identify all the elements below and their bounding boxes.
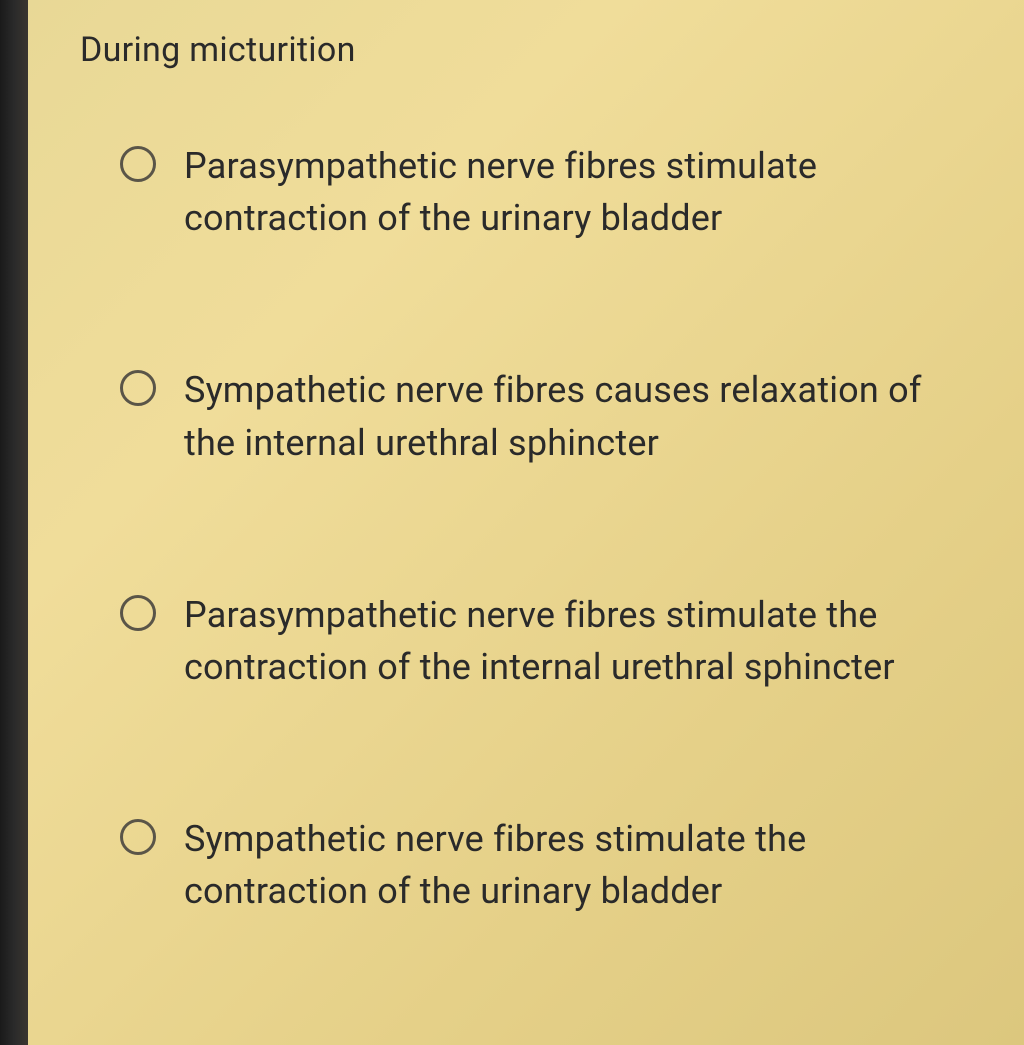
radio-icon <box>120 819 156 855</box>
quiz-content: During micturition Parasympathetic nerve… <box>0 0 1024 988</box>
option-a[interactable]: Parasympathetic nerve fibres stimulate c… <box>120 140 974 244</box>
radio-icon <box>120 370 156 406</box>
option-label: Parasympathetic nerve fibres stimulate t… <box>184 589 974 693</box>
option-label: Parasympathetic nerve fibres stimulate c… <box>184 140 974 244</box>
option-label: Sympathetic nerve fibres causes relaxati… <box>184 364 974 468</box>
question-text: During micturition <box>80 30 974 70</box>
option-c[interactable]: Parasympathetic nerve fibres stimulate t… <box>120 589 974 693</box>
options-group: Parasympathetic nerve fibres stimulate c… <box>80 140 974 918</box>
option-d[interactable]: Sympathetic nerve fibres stimulate the c… <box>120 813 974 917</box>
radio-icon <box>120 595 156 631</box>
device-left-edge <box>0 0 28 1045</box>
option-b[interactable]: Sympathetic nerve fibres causes relaxati… <box>120 364 974 468</box>
radio-icon <box>120 146 156 182</box>
option-label: Sympathetic nerve fibres stimulate the c… <box>184 813 974 917</box>
